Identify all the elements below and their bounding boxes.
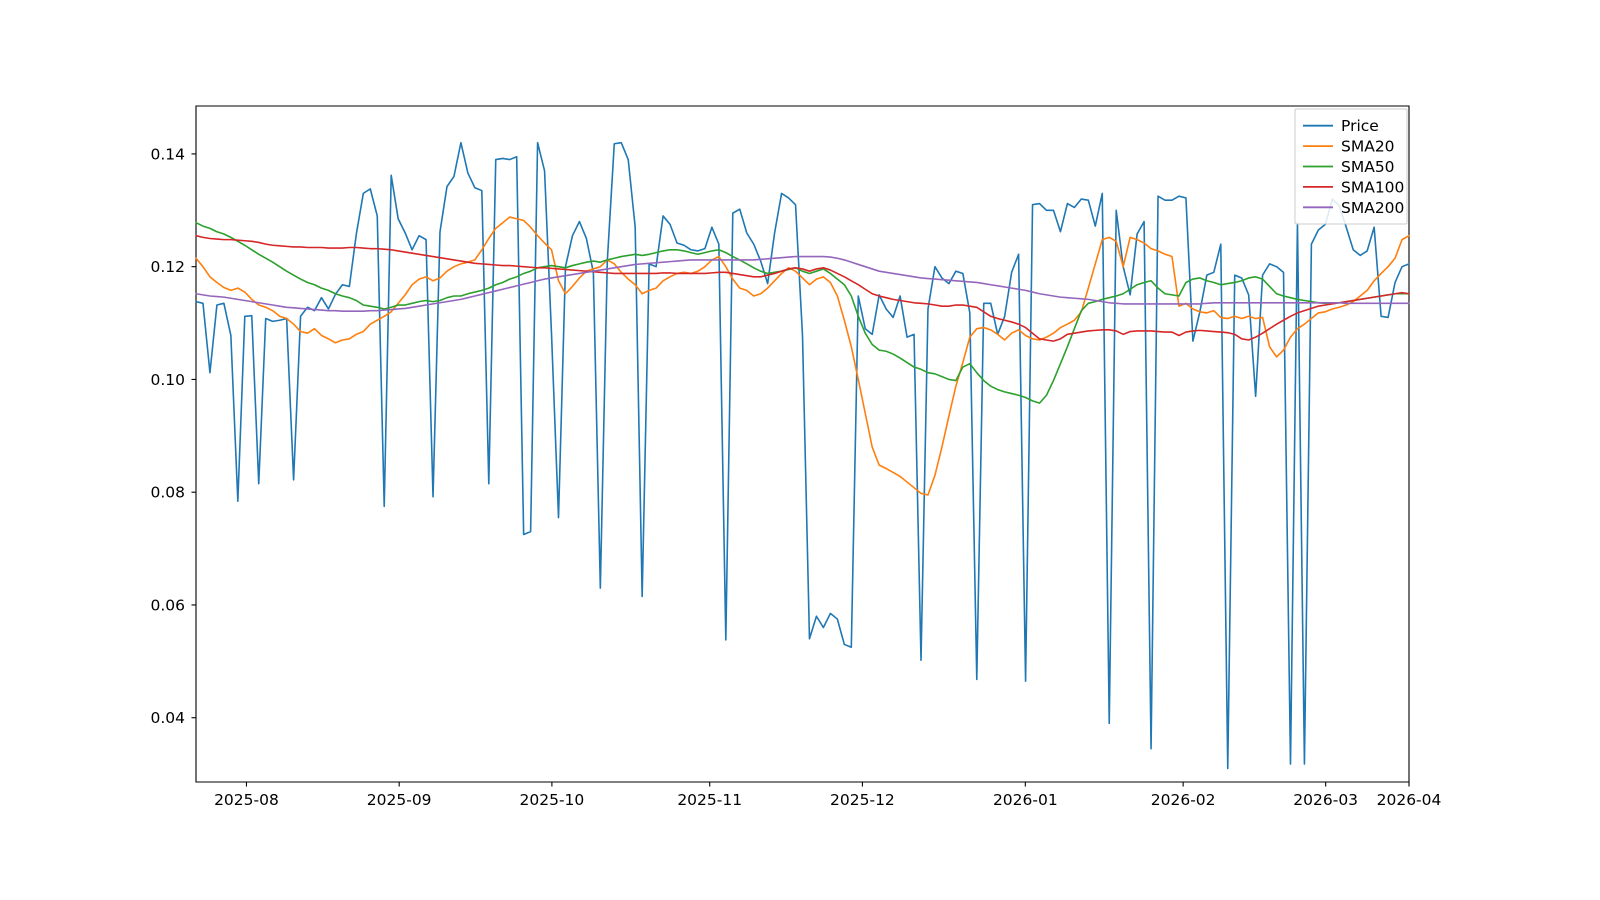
series-line-price bbox=[195, 141, 1410, 770]
x-tick-label: 2025-11 bbox=[677, 791, 742, 809]
x-tick-label: 2026-01 bbox=[993, 791, 1058, 809]
legend-background bbox=[1294, 108, 1408, 225]
x-tick-label: 2026-02 bbox=[1151, 791, 1216, 809]
data-series-group bbox=[195, 141, 1410, 770]
legend-label-sma50: SMA50 bbox=[1341, 158, 1395, 176]
y-tick-label: 0.12 bbox=[150, 258, 185, 276]
x-axis-ticks: 2025-08 2025-09 2025-10 2025-11 2025-12 2026-… bbox=[214, 782, 1441, 809]
legend-label-price: Price bbox=[1341, 117, 1379, 135]
series-line-sma200 bbox=[195, 255, 1410, 313]
x-tick-label: 2025-12 bbox=[830, 791, 895, 809]
chart-legend[interactable]: Price SMA20 SMA50 SMA100 SMA200 bbox=[1294, 108, 1408, 225]
x-tick-label: 2026-03 bbox=[1293, 791, 1358, 809]
y-tick-label: 0.06 bbox=[150, 596, 185, 614]
legend-label-sma100: SMA100 bbox=[1341, 178, 1404, 196]
y-tick-label: 0.08 bbox=[150, 484, 185, 502]
y-axis-ticks: 0.04 0.06 0.08 0.10 0.12 0.14 bbox=[150, 145, 196, 727]
x-tick-label: 2026-04 bbox=[1377, 791, 1442, 809]
y-tick-label: 0.14 bbox=[150, 145, 185, 163]
x-tick-label: 2025-10 bbox=[520, 791, 585, 809]
y-tick-label: 0.04 bbox=[150, 709, 185, 727]
y-tick-label: 0.10 bbox=[150, 371, 185, 389]
legend-label-sma20: SMA20 bbox=[1341, 138, 1395, 156]
series-line-sma50 bbox=[195, 221, 1410, 404]
x-tick-label: 2025-08 bbox=[214, 791, 279, 809]
series-line-sma100 bbox=[195, 234, 1410, 342]
x-tick-label: 2025-09 bbox=[367, 791, 432, 809]
legend-label-sma200: SMA200 bbox=[1341, 199, 1404, 217]
series-line-sma20 bbox=[195, 216, 1410, 496]
